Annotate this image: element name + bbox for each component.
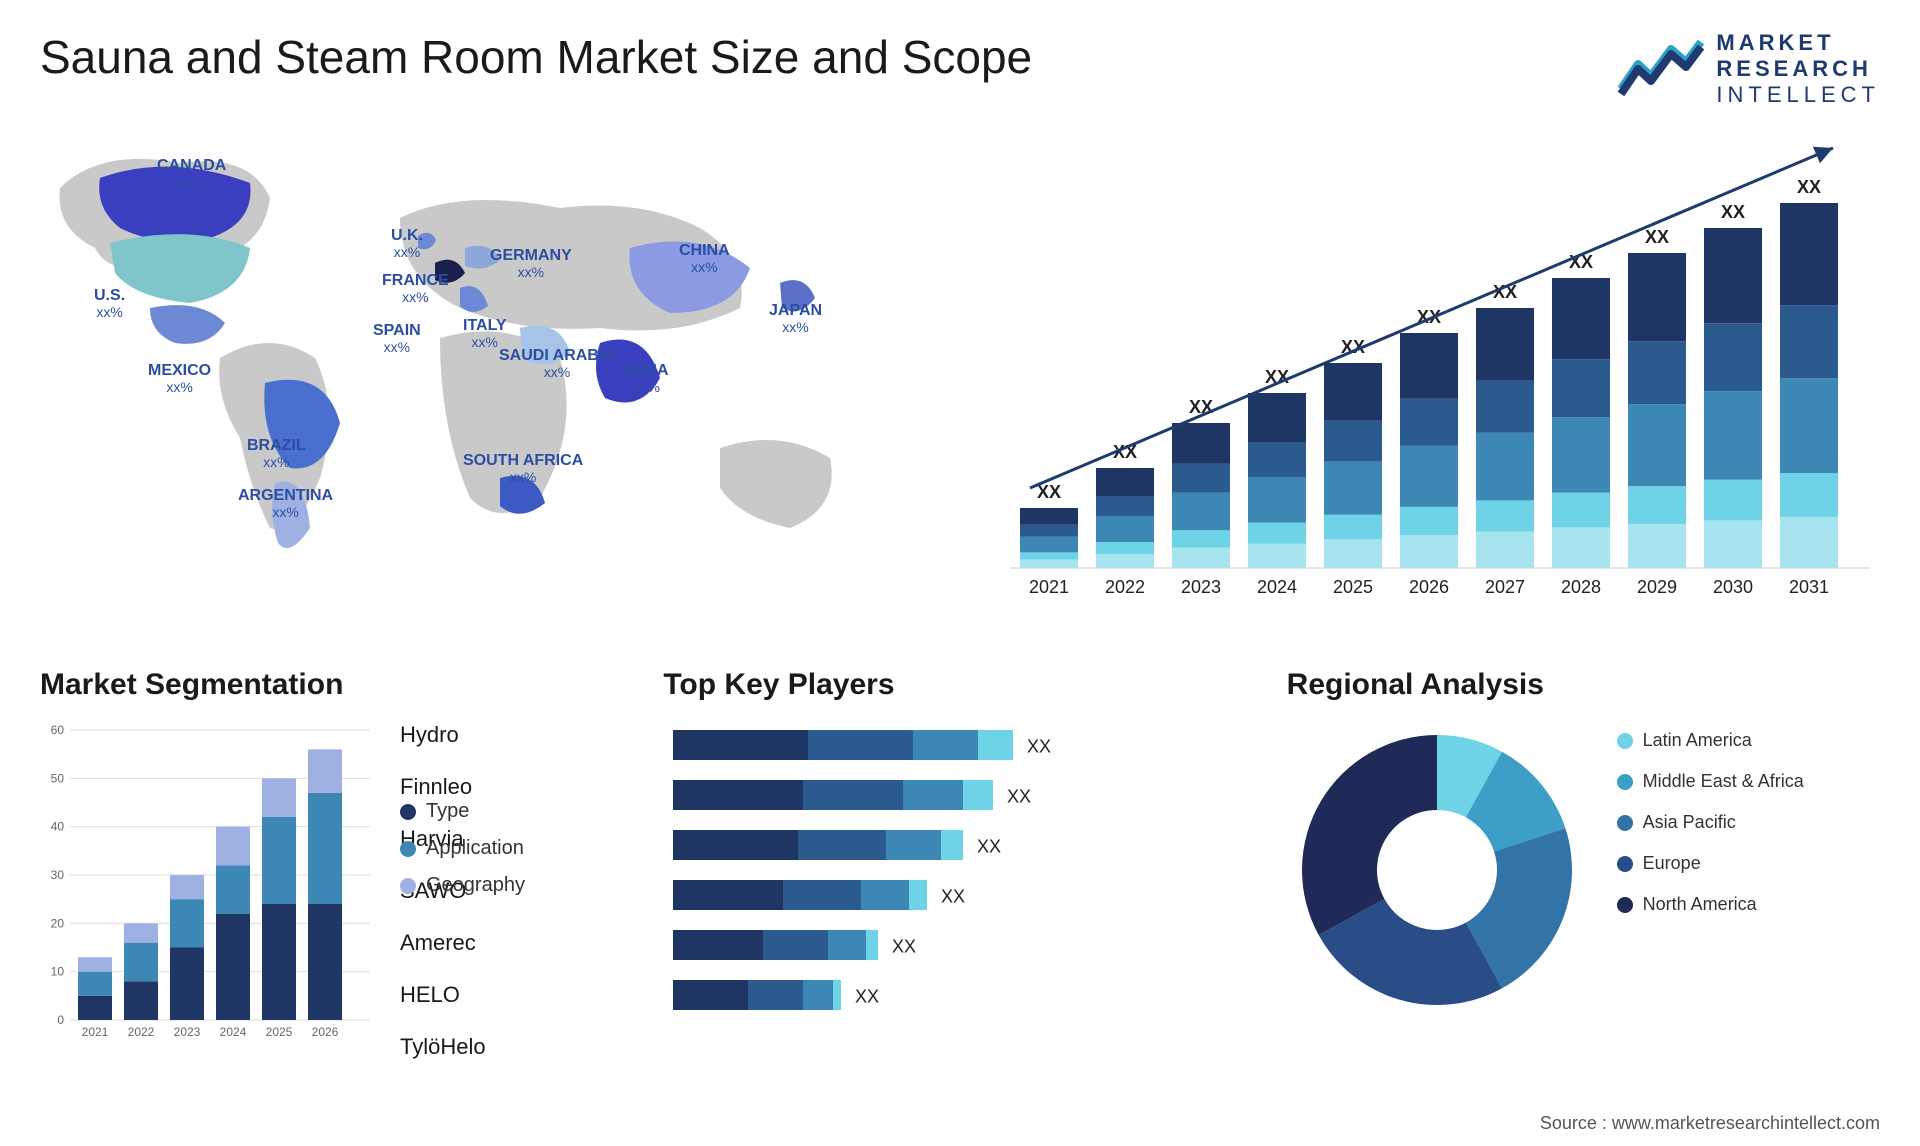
segmentation-panel: Market Segmentation 0 10 20 30 40 50 60 2021 202… [40, 668, 633, 1098]
legend-item: Europe [1617, 853, 1804, 874]
svg-text:2026: 2026 [1409, 577, 1449, 597]
svg-text:20: 20 [51, 916, 65, 930]
players-panel: Top Key Players XX XX XX XX XX XX [663, 668, 1256, 1098]
svg-text:40: 40 [51, 820, 65, 834]
legend-item: Geography [400, 874, 525, 897]
svg-text:30: 30 [51, 868, 65, 882]
svg-text:XX: XX [977, 837, 1001, 857]
svg-text:XX: XX [855, 987, 879, 1007]
svg-text:XX: XX [1027, 737, 1051, 757]
player-name: TylöHelo [400, 1026, 486, 1068]
svg-text:2022: 2022 [1105, 577, 1145, 597]
map-label: MEXICOxx% [148, 363, 211, 394]
segmentation-legend: Type Application Geography [400, 770, 525, 897]
svg-text:60: 60 [51, 723, 65, 737]
svg-text:2021: 2021 [82, 1025, 109, 1039]
svg-text:2021: 2021 [1029, 577, 1069, 597]
svg-text:2028: 2028 [1561, 577, 1601, 597]
svg-text:XX: XX [892, 937, 916, 957]
svg-text:2025: 2025 [1333, 577, 1373, 597]
svg-text:2023: 2023 [174, 1025, 201, 1039]
map-label: U.K.xx% [391, 228, 423, 259]
svg-text:XX: XX [941, 887, 965, 907]
logo-text-1: MARKET [1716, 30, 1880, 56]
svg-text:0: 0 [57, 1013, 64, 1027]
svg-text:2026: 2026 [312, 1025, 339, 1039]
world-map-panel: CANADAxx% U.S.xx% MEXICOxx% BRAZILxx% ARGENT… [40, 128, 940, 628]
svg-text:2030: 2030 [1713, 577, 1753, 597]
svg-text:2022: 2022 [128, 1025, 155, 1039]
svg-text:2027: 2027 [1485, 577, 1525, 597]
map-label: JAPANxx% [769, 303, 822, 334]
svg-text:XX: XX [1721, 202, 1745, 222]
svg-text:2024: 2024 [220, 1025, 247, 1039]
legend-item: Asia Pacific [1617, 812, 1804, 833]
map-label: ITALYxx% [463, 318, 507, 349]
svg-text:XX: XX [1645, 227, 1669, 247]
forecast-chart-panel: XX2021XX2022XX2023XX2024XX2025XX2026XX20… [980, 128, 1880, 628]
forecast-bar-chart: XX2021XX2022XX2023XX2024XX2025XX2026XX20… [980, 128, 1880, 628]
regional-donut-chart [1287, 720, 1587, 1020]
regional-legend: Latin America Middle East & Africa Asia Pa… [1617, 720, 1804, 915]
players-title: Top Key Players [663, 668, 1256, 702]
svg-text:XX: XX [1797, 177, 1821, 197]
legend-item: Latin America [1617, 730, 1804, 751]
legend-item: Type [400, 800, 525, 823]
map-label: SAUDI ARABIAxx% [499, 348, 615, 379]
legend-item: Middle East & Africa [1617, 771, 1804, 792]
map-label: GERMANYxx% [490, 248, 572, 279]
svg-text:10: 10 [51, 965, 65, 979]
map-label: U.S.xx% [94, 288, 125, 319]
regional-title: Regional Analysis [1287, 668, 1880, 702]
map-label: SOUTH AFRICAxx% [463, 453, 583, 484]
logo-mark-icon [1616, 34, 1706, 104]
map-label: CANADAxx% [157, 158, 226, 189]
svg-text:2031: 2031 [1789, 577, 1829, 597]
svg-text:2025: 2025 [266, 1025, 293, 1039]
map-label: CHINAxx% [679, 243, 730, 274]
source-text: Source : www.marketresearchintellect.com [1540, 1113, 1880, 1134]
svg-text:XX: XX [1007, 787, 1031, 807]
map-label: SPAINxx% [373, 323, 421, 354]
map-label: FRANCExx% [382, 273, 449, 304]
legend-item: North America [1617, 894, 1804, 915]
player-name: Hydro [400, 714, 486, 756]
svg-text:2023: 2023 [1181, 577, 1221, 597]
brand-logo: MARKET RESEARCH INTELLECT [1616, 30, 1880, 108]
map-label: INDIAxx% [625, 363, 669, 394]
svg-text:50: 50 [51, 771, 65, 785]
segmentation-bar-chart: 0 10 20 30 40 50 60 2021 2022 2023 2024 2025 2026 [40, 720, 370, 1050]
map-label: BRAZILxx% [247, 438, 306, 469]
logo-text-2: RESEARCH [1716, 56, 1880, 82]
players-bar-chart: XX XX XX XX XX XX [663, 720, 1103, 1050]
segmentation-title: Market Segmentation [40, 668, 633, 702]
map-label: ARGENTINAxx% [238, 488, 333, 519]
svg-text:2024: 2024 [1257, 577, 1297, 597]
player-name: HELO [400, 974, 486, 1016]
page-title: Sauna and Steam Room Market Size and Sco… [40, 30, 1032, 84]
regional-panel: Regional Analysis Latin America Middle Ea… [1287, 668, 1880, 1098]
player-name: Amerec [400, 922, 486, 964]
legend-item: Application [400, 837, 525, 860]
logo-text-3: INTELLECT [1716, 82, 1880, 108]
svg-text:2029: 2029 [1637, 577, 1677, 597]
